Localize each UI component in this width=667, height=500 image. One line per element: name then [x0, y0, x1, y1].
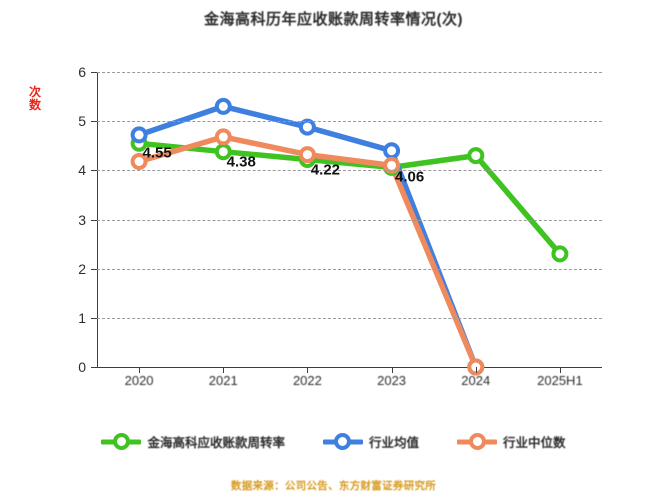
- y-tick-mark: [91, 268, 97, 270]
- legend-marker-icon: [457, 433, 497, 451]
- chart-legend: 金海高科应收账款周转率 行业均值 行业中位数: [0, 432, 667, 451]
- data-point-marker: [298, 118, 316, 136]
- y-tick-mark: [91, 219, 97, 221]
- source-note: 数据来源：公司公告、东方财富证券研究所: [230, 480, 437, 492]
- chart-title: 金海高科历年应收账款周转率情况(次): [204, 11, 463, 28]
- x-axis-line: [96, 367, 602, 368]
- data-point-marker: [298, 146, 316, 164]
- series-line: [136, 140, 563, 257]
- y-axis-tick-label: 1: [78, 309, 86, 326]
- series-lines: [130, 97, 569, 376]
- data-point-marker: [130, 153, 148, 170]
- y-axis-tick-label: 0: [78, 359, 86, 375]
- legend-label: 行业均值: [368, 436, 419, 450]
- gridline: [97, 72, 602, 73]
- y-axis-tick-label: 5: [78, 113, 86, 130]
- y-axis-title: 次数: [28, 85, 41, 112]
- plot-area: 6 5 4 3 2 1 0 2020 2021 2022 2023 2024 2025H1 4.55 4.3…: [78, 64, 602, 388]
- data-point-marker: [214, 97, 232, 115]
- data-point-marker: [551, 245, 569, 263]
- gridline: [97, 317, 602, 319]
- y-tick-mark: [91, 170, 97, 172]
- data-point-marker: [130, 126, 148, 144]
- legend-item[interactable]: 行业均值: [322, 432, 419, 451]
- gridline: [97, 170, 602, 172]
- data-point-marker: [383, 156, 401, 174]
- series-line: [136, 134, 479, 370]
- y-tick-mark: [91, 367, 97, 368]
- y-tick-mark: [91, 317, 97, 319]
- y-tick-mark: [91, 121, 97, 123]
- x-tick-mark: [139, 367, 141, 373]
- legend-label: 行业中位数: [503, 436, 566, 450]
- gridline: [97, 121, 602, 123]
- y-axis-tick-label: 4: [78, 162, 86, 179]
- legend-item[interactable]: 行业中位数: [457, 432, 566, 451]
- x-tick-mark: [391, 367, 393, 373]
- legend-label: 金海高科应收账款周转率: [147, 436, 285, 450]
- x-tick-mark: [475, 367, 477, 373]
- x-tick-mark: [223, 367, 225, 373]
- y-axis-tick-label: 3: [78, 211, 86, 228]
- data-point-label: 4.38: [226, 153, 256, 171]
- x-tick-mark: [307, 367, 309, 373]
- x-tick-mark: [559, 367, 561, 373]
- data-point-label: 4.22: [310, 161, 341, 179]
- gridline: [97, 219, 602, 221]
- data-point-marker: [214, 128, 232, 146]
- y-axis-tick-label: 6: [78, 64, 86, 80]
- x-axis-tick-label: 2025H1: [537, 373, 583, 388]
- data-point-label: 4.55: [142, 144, 172, 162]
- data-point-label: 4.06: [394, 168, 425, 186]
- legend-item[interactable]: 金海高科应收账款周转率: [101, 432, 285, 451]
- legend-marker-icon: [101, 433, 142, 451]
- gridline: [97, 268, 602, 270]
- x-axis-tick-label: 2024: [461, 373, 491, 388]
- data-point-marker: [467, 147, 485, 165]
- y-tick-mark: [91, 72, 97, 73]
- x-axis-tick-label: 2021: [208, 373, 238, 388]
- x-axis-tick-label: 2023: [377, 373, 407, 388]
- legend-marker-icon: [322, 433, 363, 451]
- data-point-marker: [383, 142, 401, 160]
- x-axis-tick-label: 2022: [292, 373, 322, 388]
- y-axis-tick-label: 2: [78, 260, 86, 277]
- x-axis-tick-label: 2020: [124, 373, 154, 388]
